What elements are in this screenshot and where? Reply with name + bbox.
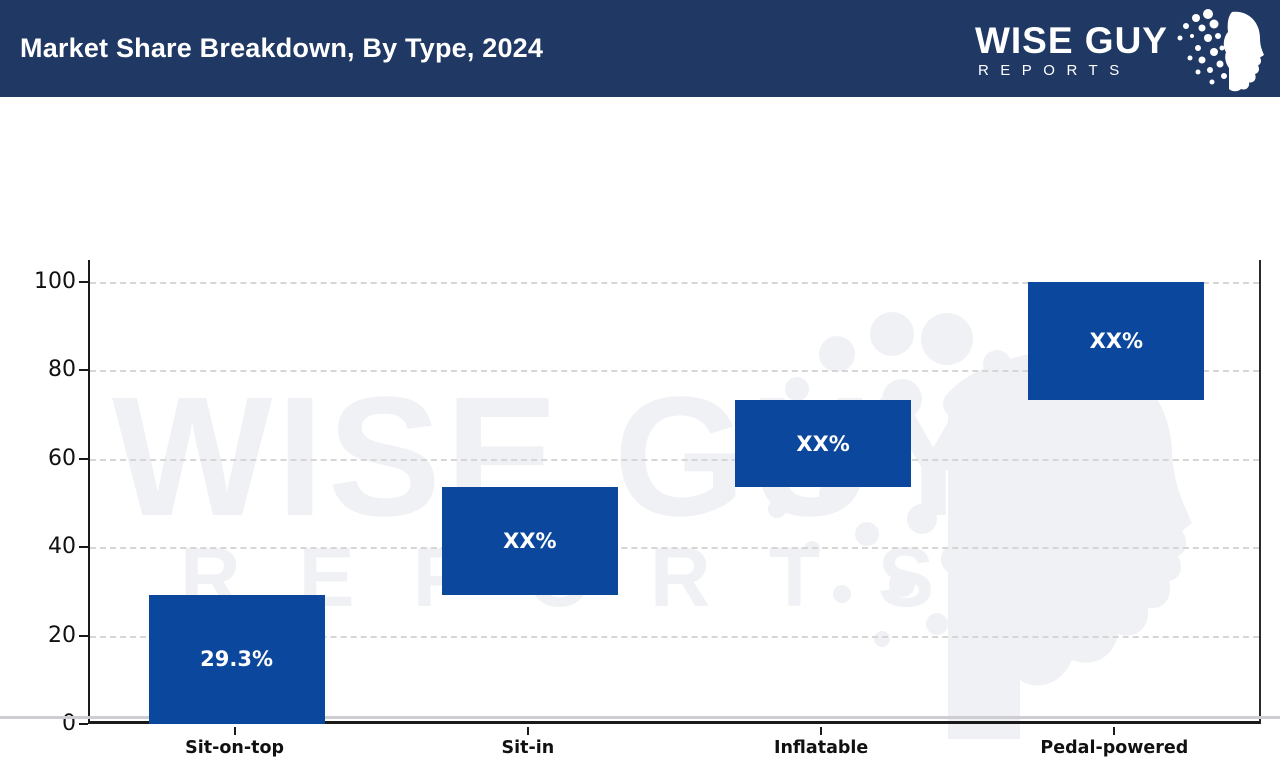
brand-head-dots-icon: [1177, 9, 1264, 92]
y-axis-tick-mark: [79, 723, 88, 725]
waterfall-chart: WISE GUY REPORTS 29.3%XX%XX%XX% 02040608…: [0, 97, 1280, 758]
gridline-100: [90, 282, 1259, 285]
bar-value-label: XX%: [1089, 329, 1144, 354]
bar-value-label: XX%: [796, 431, 850, 456]
brand-name: WISE GUY: [974, 20, 1168, 62]
x-axis-category-label: Pedal-powered: [1040, 738, 1189, 758]
bar-value-label: 29.3%: [200, 647, 274, 672]
y-axis-tick-label: 80: [48, 357, 76, 383]
y-axis-tick-label: 60: [48, 445, 76, 471]
gridline-40: [90, 547, 1259, 550]
x-axis-tick-mark: [233, 727, 236, 735]
gridline-60: [90, 458, 1259, 461]
bar-inflatable: XX%: [735, 400, 912, 488]
bar-pedal-powered: XX%: [1028, 282, 1205, 401]
header-bar: Market Share Breakdown, By Type, 2024 WI…: [0, 0, 1280, 97]
y-axis-tick-label: 0: [62, 711, 76, 736]
x-axis-tick-mark: [526, 727, 529, 735]
gridline-20: [90, 635, 1259, 638]
x-axis-category-label: Sit-on-top: [185, 738, 285, 758]
y-axis-tick-mark: [79, 634, 88, 637]
x-axis-tick-mark: [820, 727, 823, 735]
plot-area: 29.3% XX% XX% XX%: [88, 260, 1261, 724]
y-axis-tick-mark: [79, 546, 88, 549]
y-axis-tick-mark: [79, 281, 88, 284]
x-axis-tick-mark: [1113, 727, 1116, 735]
y-axis-tick-mark: [79, 369, 88, 372]
brand-logo: WISE GUY REPORTS: [975, 8, 1264, 92]
brand-subtitle: REPORTS: [977, 61, 1131, 79]
y-axis-tick-label: 20: [48, 622, 76, 648]
bottom-border-line: [0, 716, 1280, 719]
y-axis-tick-label: 40: [48, 534, 76, 560]
x-axis-category-label: Sit-in: [501, 738, 555, 758]
y-axis-tick-label: 100: [34, 269, 76, 295]
page-title: Market Share Breakdown, By Type, 2024: [20, 33, 544, 63]
brand-logo-text: WISE GUY REPORTS: [974, 20, 1168, 79]
y-axis-tick-mark: [79, 457, 88, 460]
bar-sit-on-top: 29.3%: [148, 594, 325, 724]
bar-value-label: XX%: [503, 528, 557, 553]
x-axis-category-label: Inflatable: [773, 738, 869, 758]
gridline-80: [90, 370, 1259, 373]
bar-sit-in: XX%: [441, 487, 618, 595]
watermark-head-dots-icon: [742, 312, 1192, 739]
